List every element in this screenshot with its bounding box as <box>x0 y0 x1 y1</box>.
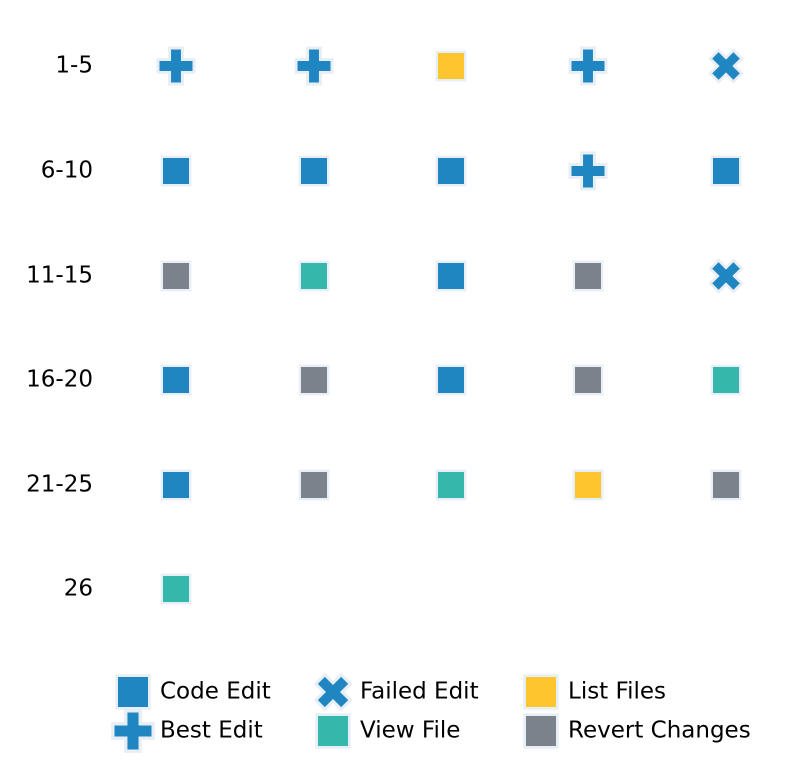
legend-marker-view-file <box>315 713 351 749</box>
marker-code-edit <box>435 155 467 187</box>
marker-view-file <box>710 364 742 396</box>
marker-code-edit <box>160 155 192 187</box>
legend-marker-revert-changes <box>523 713 559 749</box>
marker-best-edit <box>568 46 608 86</box>
row-label: 6-10 <box>40 157 93 184</box>
legend-label-failed-edit: Failed Edit <box>360 678 479 705</box>
marker-code-edit <box>160 364 192 396</box>
marker-view-file <box>435 469 467 501</box>
marker-code-edit <box>160 469 192 501</box>
marker-code-edit <box>435 260 467 292</box>
marker-list-files <box>572 469 604 501</box>
marker-revert-changes <box>572 260 604 292</box>
marker-view-file <box>298 260 330 292</box>
marker-best-edit <box>156 46 196 86</box>
legend-marker-code-edit <box>115 674 151 710</box>
row-label: 1-5 <box>55 52 93 79</box>
marker-best-edit <box>294 46 334 86</box>
legend-label-list-files: List Files <box>568 678 666 705</box>
legend-label-code-edit: Code Edit <box>160 678 271 705</box>
marker-code-edit <box>435 364 467 396</box>
legend-marker-list-files <box>523 674 559 710</box>
legend-marker-best-edit <box>111 709 155 753</box>
legend-label-revert-changes: Revert Changes <box>568 717 751 744</box>
row-label: 16-20 <box>26 366 93 393</box>
marker-revert-changes <box>160 260 192 292</box>
legend-label-view-file: View File <box>360 717 461 744</box>
marker-code-edit <box>710 155 742 187</box>
row-label: 11-15 <box>26 262 93 289</box>
marker-list-files <box>435 50 467 82</box>
marker-failed-edit <box>708 258 744 294</box>
marker-revert-changes <box>572 364 604 396</box>
marker-revert-changes <box>298 364 330 396</box>
marker-revert-changes <box>298 469 330 501</box>
marker-best-edit <box>568 151 608 191</box>
row-label: 26 <box>63 575 93 602</box>
legend-label-best-edit: Best Edit <box>160 717 263 744</box>
row-label: 21-25 <box>26 471 93 498</box>
marker-code-edit <box>298 155 330 187</box>
marker-revert-changes <box>710 469 742 501</box>
marker-failed-edit <box>708 48 744 84</box>
legend-marker-failed-edit <box>313 672 353 712</box>
marker-view-file <box>160 573 192 605</box>
